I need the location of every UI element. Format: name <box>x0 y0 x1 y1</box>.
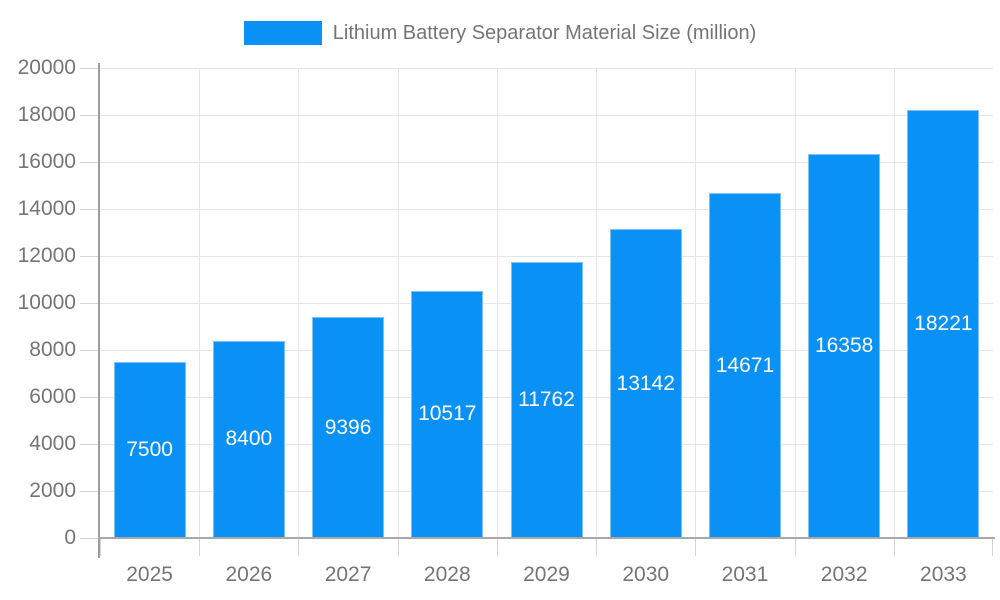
x-axis-line <box>98 537 995 539</box>
bar-value-label: 13142 <box>616 371 675 395</box>
bar-2027[interactable]: 9396 <box>312 317 385 538</box>
legend-label: Lithium Battery Separator Material Size … <box>332 21 757 44</box>
bar-value-label: 11762 <box>518 387 575 411</box>
gridline-horizontal <box>100 68 993 69</box>
bar-value-label: 10517 <box>418 402 477 426</box>
y-axis-tick <box>80 350 100 351</box>
bar-2030[interactable]: 13142 <box>609 229 682 538</box>
y-axis-label: 18000 <box>17 103 76 126</box>
y-axis-line <box>98 63 100 558</box>
y-axis-tick <box>80 256 100 257</box>
bar-2031[interactable]: 14671 <box>708 193 781 538</box>
y-axis-label: 16000 <box>17 150 76 173</box>
bar-value-label: 9396 <box>324 415 372 439</box>
gridline-horizontal <box>100 162 993 163</box>
legend[interactable]: Lithium Battery Separator Material Size … <box>0 19 1000 47</box>
bar-value-label: 14671 <box>715 353 775 377</box>
x-axis-label: 2027 <box>324 563 372 586</box>
x-axis-label: 2028 <box>423 563 471 586</box>
x-axis-tick <box>893 538 895 556</box>
y-axis-tick <box>80 397 100 398</box>
y-axis-label: 4000 <box>29 432 76 455</box>
y-axis-tick <box>80 491 100 492</box>
y-axis-label: 10000 <box>17 291 76 314</box>
bar-value-label: 16358 <box>814 333 874 357</box>
x-axis-label: 2026 <box>225 563 273 586</box>
y-axis-tick <box>80 115 100 116</box>
y-axis-label: 14000 <box>17 197 76 220</box>
x-axis-label: 2025 <box>126 563 173 586</box>
x-axis-tick <box>100 538 101 556</box>
gridline-horizontal <box>100 256 993 257</box>
x-axis-label: 2033 <box>920 563 967 586</box>
gridline-vertical <box>893 68 895 538</box>
y-axis-label: 8000 <box>29 338 76 361</box>
bar-2028[interactable]: 10517 <box>411 290 484 538</box>
x-axis-tick <box>992 538 993 556</box>
x-axis-tick <box>794 538 796 556</box>
bar-value-label: 7500 <box>126 437 173 461</box>
x-axis-tick <box>496 538 498 556</box>
bar-2025[interactable]: 7500 <box>113 361 186 538</box>
y-axis-tick <box>80 444 100 445</box>
legend-swatch-icon <box>243 21 322 45</box>
gridline-vertical <box>199 68 201 538</box>
gridline-vertical <box>397 68 399 538</box>
bar-2032[interactable]: 16358 <box>808 153 881 538</box>
y-axis-label: 0 <box>64 526 76 549</box>
x-axis-label: 2029 <box>523 563 570 586</box>
x-axis-tick <box>298 538 300 556</box>
y-axis-tick <box>80 303 100 304</box>
y-axis-label: 2000 <box>29 479 76 502</box>
gridline-vertical <box>298 68 300 538</box>
x-axis-label: 2030 <box>622 563 670 586</box>
gridline-horizontal <box>100 115 993 116</box>
y-axis-tick <box>80 162 100 163</box>
bar-2033[interactable]: 18221 <box>907 109 980 538</box>
bar-value-label: 8400 <box>225 427 273 451</box>
bar-value-label: 18221 <box>914 311 973 335</box>
y-axis-label: 6000 <box>29 385 76 408</box>
x-axis-tick <box>397 538 399 556</box>
gridline-vertical <box>794 68 796 538</box>
bar-2029[interactable]: 11762 <box>510 261 583 538</box>
x-axis-label: 2031 <box>721 563 769 586</box>
bar-2026[interactable]: 8400 <box>212 340 285 538</box>
plot-area: 0 2000 4000 6000 8000 10000 12000 14000 16000 180… <box>18 56 995 586</box>
y-axis-tick <box>80 68 100 69</box>
y-axis-label: 20000 <box>17 56 76 79</box>
gridline-horizontal <box>100 209 993 210</box>
gridline-vertical <box>496 68 498 538</box>
gridline-vertical <box>695 68 697 538</box>
x-axis-tick <box>695 538 697 556</box>
x-axis-tick <box>199 538 201 556</box>
gridline-vertical <box>596 68 598 538</box>
y-axis-tick <box>80 209 100 210</box>
x-axis-label: 2032 <box>820 563 868 586</box>
x-axis-tick <box>596 538 598 556</box>
y-axis-tick <box>80 538 100 539</box>
y-axis-label: 12000 <box>17 244 76 267</box>
